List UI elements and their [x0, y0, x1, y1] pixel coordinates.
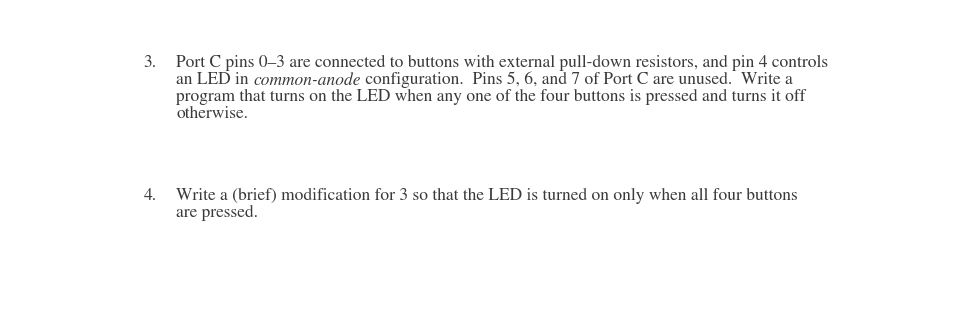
Text: an LED in: an LED in	[176, 72, 254, 88]
Text: Port C pins 0–3 are connected to buttons with external pull-down resistors, and : Port C pins 0–3 are connected to buttons…	[176, 55, 828, 71]
Text: Write a (brief) modification for 3 so that the LED is turned on only when all fo: Write a (brief) modification for 3 so th…	[176, 188, 798, 204]
Text: common-anode: common-anode	[254, 72, 361, 88]
Text: 3.: 3.	[144, 55, 157, 71]
Text: configuration.  Pins 5, 6, and 7 of Port C are unused.  Write a: configuration. Pins 5, 6, and 7 of Port …	[361, 72, 792, 88]
Text: program that turns on the LED when any one of the four buttons is pressed and tu: program that turns on the LED when any o…	[176, 89, 806, 105]
Text: 4.: 4.	[144, 188, 157, 204]
Text: otherwise.: otherwise.	[176, 106, 249, 122]
Text: are pressed.: are pressed.	[176, 205, 258, 221]
